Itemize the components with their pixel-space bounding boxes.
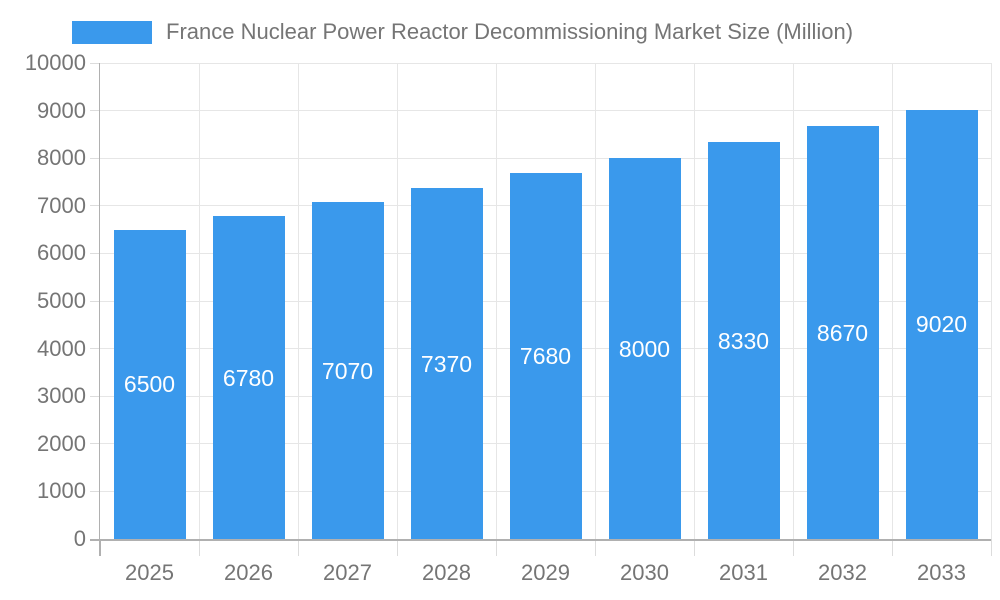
y-tick-label: 9000 <box>37 97 86 123</box>
bar-value-label: 8330 <box>717 327 770 354</box>
y-tick-label: 4000 <box>37 335 86 361</box>
bar-value-label: 6780 <box>222 364 275 391</box>
bar-value-label: 8000 <box>618 335 671 362</box>
bar-value-label: 7070 <box>321 357 374 384</box>
y-tick-label: 10000 <box>24 50 86 75</box>
bar-2026[interactable] <box>212 216 285 539</box>
x-tick-mark <box>990 539 992 556</box>
x-tick-mark <box>891 539 893 556</box>
bar-2033[interactable] <box>905 109 978 539</box>
x-tick-mark <box>594 539 596 556</box>
y-tick-label: 8000 <box>37 145 86 171</box>
x-tick-label: 2031 <box>719 560 768 585</box>
y-gridline <box>100 110 991 112</box>
bar-2029[interactable] <box>509 173 582 539</box>
y-tick-mark <box>90 110 100 112</box>
x-gridline <box>693 63 695 539</box>
legend-label: France Nuclear Power Reactor Decommissio… <box>166 19 854 44</box>
x-gridline <box>297 63 299 539</box>
x-gridline <box>891 63 893 539</box>
x-tick-label: 2029 <box>521 560 570 585</box>
x-tick-mark <box>693 539 695 556</box>
y-tick-label: 0 <box>73 526 86 551</box>
y-gridline <box>100 157 991 159</box>
y-tick-label: 6000 <box>37 240 86 266</box>
y-tick-label: 5000 <box>37 288 86 313</box>
bar-value-label: 8670 <box>816 319 869 346</box>
x-gridline <box>198 63 200 539</box>
x-gridline <box>990 63 992 539</box>
y-axis-line <box>99 63 100 556</box>
legend-item[interactable]: France Nuclear Power Reactor Decommissio… <box>72 18 853 46</box>
bar-2025[interactable] <box>113 229 186 539</box>
x-tick-label: 2033 <box>917 560 966 585</box>
x-gridline <box>792 63 794 539</box>
x-tick-label: 2032 <box>818 560 867 585</box>
y-tick-mark <box>90 443 100 445</box>
y-tick-mark <box>90 395 100 397</box>
x-tick-mark <box>495 539 497 556</box>
x-tick-label: 2030 <box>620 560 669 585</box>
legend-swatch-icon <box>72 20 152 44</box>
x-tick-mark <box>792 539 794 556</box>
bar-2032[interactable] <box>806 126 879 539</box>
bar-2028[interactable] <box>410 188 483 539</box>
x-gridline <box>396 63 398 539</box>
y-tick-label: 3000 <box>37 383 86 409</box>
y-tick-mark <box>90 348 100 350</box>
y-tick-mark <box>90 157 100 159</box>
y-gridline <box>100 62 991 64</box>
bar-value-label: 9020 <box>915 311 968 338</box>
x-gridline <box>495 63 497 539</box>
y-tick-mark <box>90 490 100 492</box>
bar-value-label: 6500 <box>123 371 176 398</box>
x-gridline <box>594 63 596 539</box>
x-tick-mark <box>99 539 101 556</box>
bar-2027[interactable] <box>311 202 384 539</box>
x-tick-mark <box>198 539 200 556</box>
bar-2030[interactable] <box>608 158 681 539</box>
y-tick-mark <box>90 252 100 254</box>
x-tick-label: 2025 <box>125 560 174 585</box>
y-tick-mark <box>90 62 100 64</box>
bar-value-label: 7370 <box>420 350 473 377</box>
x-tick-label: 2028 <box>422 560 471 585</box>
bar-2031[interactable] <box>707 142 780 539</box>
y-tick-label: 2000 <box>37 430 86 456</box>
x-tick-mark <box>396 539 398 556</box>
x-tick-label: 2027 <box>323 560 372 585</box>
y-tick-mark <box>90 300 100 302</box>
y-tick-label: 7000 <box>37 192 86 218</box>
bar-value-label: 7680 <box>519 343 572 370</box>
x-axis-line <box>90 538 991 541</box>
y-tick-label: 1000 <box>37 478 86 504</box>
x-tick-label: 2026 <box>224 560 273 585</box>
x-tick-mark <box>297 539 299 556</box>
y-tick-mark <box>90 205 100 207</box>
